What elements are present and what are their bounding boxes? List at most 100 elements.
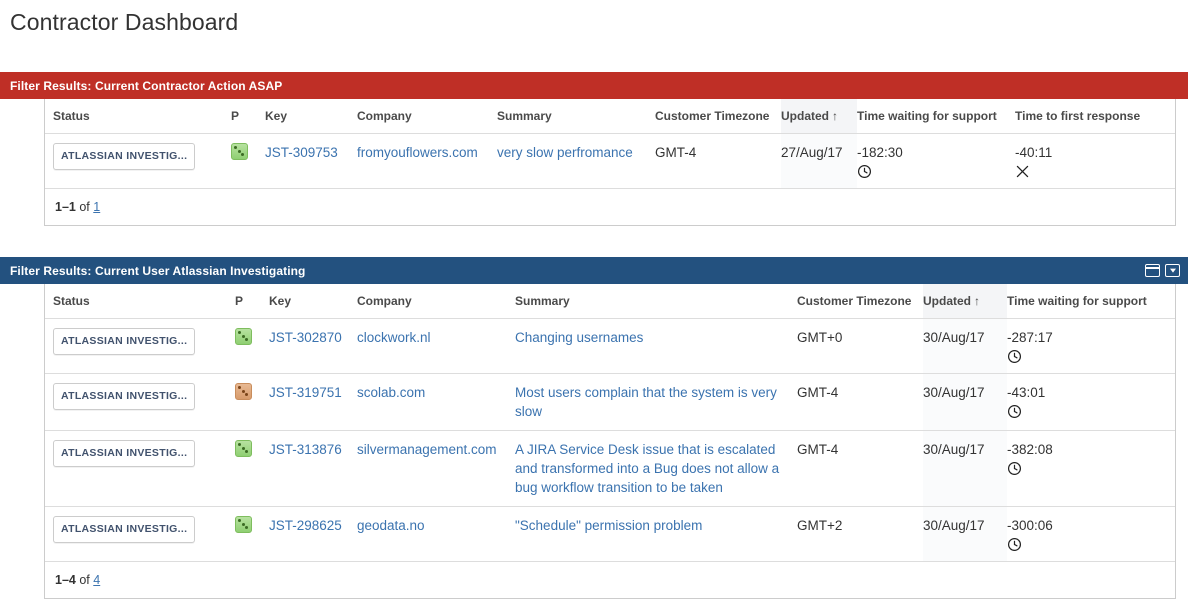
column-header-p[interactable]: P	[235, 284, 269, 319]
column-header-company[interactable]: Company	[357, 99, 497, 134]
column-header-label: P	[235, 294, 244, 308]
column-header-updated[interactable]: Updated ↑	[781, 99, 857, 134]
clock-icon	[1007, 537, 1022, 552]
column-header-updated[interactable]: Updated ↑	[923, 284, 1007, 319]
summary-link[interactable]: "Schedule" permission problem	[515, 518, 703, 533]
column-header-label: Summary	[515, 294, 570, 308]
column-header-customer-timezone[interactable]: Customer Timezone	[655, 99, 781, 134]
column-header-time-waiting-for-support[interactable]: Time waiting for support	[857, 99, 1015, 134]
time-first-response-value: -40:11	[1015, 145, 1053, 160]
cell-status: ATLASSIAN INVESTIG...	[45, 373, 235, 431]
column-header-key[interactable]: Key	[269, 284, 357, 319]
table-row[interactable]: ATLASSIAN INVESTIG... JST-319751 scolab.co…	[45, 373, 1175, 431]
cell-updated: 30/Aug/17	[923, 430, 1007, 507]
table-row[interactable]: ATLASSIAN INVESTIG... JST-313876 silverman…	[45, 430, 1175, 507]
gadget-controls	[1145, 264, 1180, 277]
company-link[interactable]: scolab.com	[357, 385, 426, 400]
pagination-summary: 1–4 of 4	[45, 562, 1175, 598]
company-link[interactable]: fromyouflowers.com	[357, 145, 478, 160]
pagination-range: 1–1	[55, 200, 76, 214]
status-badge[interactable]: ATLASSIAN INVESTIG...	[53, 143, 196, 170]
pagination-total-link[interactable]: 1	[93, 200, 101, 214]
cell-company: scolab.com	[357, 373, 515, 431]
company-link[interactable]: silvermanagement.com	[357, 442, 497, 457]
issue-key-link[interactable]: JST-319751	[269, 385, 342, 400]
column-header-label: Time to first response	[1015, 109, 1141, 123]
cell-key: JST-309753	[265, 133, 357, 189]
cross-icon	[1016, 165, 1029, 178]
pagination-total-link[interactable]: 4	[93, 573, 101, 587]
cell-key: JST-319751	[269, 373, 357, 431]
cell-priority	[235, 318, 269, 374]
company-link[interactable]: clockwork.nl	[357, 330, 431, 345]
summary-link[interactable]: very slow perfromance	[497, 145, 633, 160]
issue-key-link[interactable]: JST-298625	[269, 518, 342, 533]
table-row[interactable]: ATLASSIAN INVESTIG... JST-302870 clockwork…	[45, 318, 1175, 374]
gadget-title: Filter Results: Current User Atlassian I…	[10, 263, 306, 278]
column-header-label: Key	[269, 294, 292, 308]
cell-status: ATLASSIAN INVESTIG...	[45, 506, 235, 562]
column-header-time-to-first-response[interactable]: Time to first response	[1015, 99, 1175, 134]
cell-summary: Changing usernames	[515, 318, 797, 374]
table-header-row: Status P Key Company Summary Customer Timezon…	[45, 99, 1175, 134]
chevron-down-icon[interactable]	[1165, 264, 1180, 277]
clock-icon	[1007, 461, 1022, 476]
time-waiting-value: -300:06	[1007, 518, 1053, 533]
cell-time-waiting-for-support: -300:06	[1007, 506, 1175, 562]
sort-ascending-icon: ↑	[832, 109, 838, 123]
column-header-p[interactable]: P	[231, 99, 265, 134]
cell-company: geodata.no	[357, 506, 515, 562]
priority-green-icon	[235, 328, 252, 345]
column-header-label: Summary	[497, 109, 552, 123]
cell-time-waiting-for-support: -287:17	[1007, 318, 1175, 374]
cell-company: silvermanagement.com	[357, 430, 515, 507]
table-row[interactable]: ATLASSIAN INVESTIG... JST-298625 geodata.n…	[45, 506, 1175, 562]
column-header-customer-timezone[interactable]: Customer Timezone	[797, 284, 923, 319]
minimize-panel-icon[interactable]	[1145, 264, 1160, 277]
gadget-body: Status P Key Company Summary Customer Timezon…	[44, 99, 1176, 226]
gadget-header: Filter Results: Current User Atlassian I…	[0, 257, 1188, 284]
column-header-key[interactable]: Key	[265, 99, 357, 134]
column-header-label: Time waiting for support	[857, 109, 997, 123]
time-waiting-value: -182:30	[857, 145, 903, 160]
status-badge[interactable]: ATLASSIAN INVESTIG...	[53, 383, 196, 410]
time-waiting-value: -287:17	[1007, 330, 1053, 345]
column-header-time-waiting-for-support[interactable]: Time waiting for support	[1007, 284, 1175, 319]
column-header-summary[interactable]: Summary	[497, 99, 655, 134]
column-header-label: Updated	[781, 109, 829, 123]
column-header-summary[interactable]: Summary	[515, 284, 797, 319]
table-row[interactable]: ATLASSIAN INVESTIG... JST-309753 fromyoufl…	[45, 133, 1175, 189]
column-header-status[interactable]: Status	[45, 284, 235, 319]
issue-table: Status P Key Company Summary Customer Timezon…	[45, 284, 1175, 562]
summary-link[interactable]: Changing usernames	[515, 330, 644, 345]
cell-summary: A JIRA Service Desk issue that is escala…	[515, 430, 797, 507]
cell-key: JST-302870	[269, 318, 357, 374]
issue-key-link[interactable]: JST-313876	[269, 442, 342, 457]
cell-key: JST-298625	[269, 506, 357, 562]
issue-key-link[interactable]: JST-309753	[265, 145, 338, 160]
status-badge[interactable]: ATLASSIAN INVESTIG...	[53, 516, 196, 543]
column-header-status[interactable]: Status	[45, 99, 231, 134]
column-header-label: Company	[357, 294, 412, 308]
time-waiting-value: -382:08	[1007, 442, 1053, 457]
company-link[interactable]: geodata.no	[357, 518, 425, 533]
sort-ascending-icon: ↑	[974, 294, 980, 308]
summary-link[interactable]: Most users complain that the system is v…	[515, 385, 777, 419]
pagination-of-label: of	[79, 200, 90, 214]
priority-green-icon	[235, 516, 252, 533]
cell-status: ATLASSIAN INVESTIG...	[45, 318, 235, 374]
cell-status: ATLASSIAN INVESTIG...	[45, 133, 231, 189]
cell-summary: Most users complain that the system is v…	[515, 373, 797, 431]
status-badge[interactable]: ATLASSIAN INVESTIG...	[53, 328, 196, 355]
priority-green-icon	[231, 143, 248, 160]
column-header-company[interactable]: Company	[357, 284, 515, 319]
cell-company: clockwork.nl	[357, 318, 515, 374]
issue-key-link[interactable]: JST-302870	[269, 330, 342, 345]
summary-link[interactable]: A JIRA Service Desk issue that is escala…	[515, 442, 780, 495]
column-header-label: Company	[357, 109, 412, 123]
status-badge[interactable]: ATLASSIAN INVESTIG...	[53, 440, 196, 467]
cell-company: fromyouflowers.com	[357, 133, 497, 189]
cell-priority	[235, 506, 269, 562]
column-header-label: Status	[53, 294, 90, 308]
priority-green-icon	[235, 440, 252, 457]
